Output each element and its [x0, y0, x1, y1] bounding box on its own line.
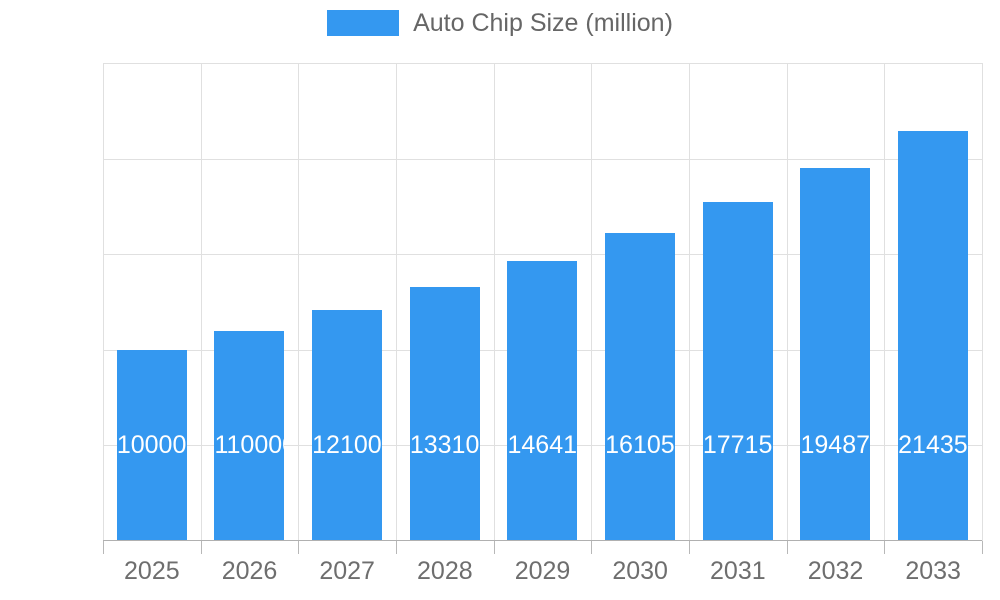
- x-axis-category-label: 2026: [221, 557, 278, 585]
- bar-slot: 214359: [884, 63, 982, 541]
- x-axis-tick-mark: [494, 541, 495, 554]
- gridline-vertical: [884, 63, 885, 541]
- x-axis-category-label: 2028: [417, 557, 473, 585]
- bar-slot: 133100: [396, 63, 494, 541]
- bar-value-label: 146410: [507, 431, 578, 459]
- x-axis-category-label: 2033: [905, 557, 961, 585]
- gridline-vertical: [591, 63, 592, 541]
- x-axis-tick-mark: [982, 541, 983, 554]
- bar[interactable]: 110000: [214, 330, 285, 541]
- legend-series-label: Auto Chip Size (million): [413, 9, 673, 37]
- bar-value-label: 100000: [116, 431, 187, 459]
- gridline-vertical: [201, 63, 202, 541]
- bar[interactable]: 146410: [507, 261, 578, 541]
- gridline-vertical: [298, 63, 299, 541]
- gridline-vertical: [103, 63, 104, 541]
- gridline-vertical: [689, 63, 690, 541]
- gridline-vertical: [494, 63, 495, 541]
- bar-slot: 146410: [494, 63, 592, 541]
- gridline-vertical: [982, 63, 983, 541]
- bar[interactable]: 177156: [702, 202, 773, 541]
- bar-value-label: 133100: [409, 431, 480, 459]
- bar-value-label: 214359: [898, 431, 968, 459]
- bar[interactable]: 100000: [116, 349, 187, 541]
- x-axis-tick-mark: [103, 541, 104, 554]
- bar[interactable]: 121000: [312, 309, 383, 541]
- x-axis-category-label: 2025: [124, 557, 180, 585]
- gridline-horizontal: [103, 254, 982, 256]
- x-axis-category-label: 2027: [319, 557, 375, 585]
- x-axis-tick-mark: [884, 541, 885, 554]
- x-axis-category-label: 2031: [710, 557, 766, 585]
- gridline-vertical: [787, 63, 788, 541]
- x-axis-tick-mark: [689, 541, 690, 554]
- x-axis-tick-mark: [396, 541, 397, 554]
- legend-color-swatch: [327, 10, 400, 36]
- x-axis-category-label: 2029: [514, 557, 571, 585]
- bar[interactable]: 133100: [409, 286, 480, 541]
- x-axis-category-label: 2032: [807, 557, 864, 585]
- bar-slot: 100000: [103, 63, 201, 541]
- gridline-vertical: [396, 63, 397, 541]
- bar-value-label: 177156: [702, 431, 773, 459]
- bar-slot: 177156: [689, 63, 787, 541]
- bar-slot: 110000: [201, 63, 299, 541]
- gridline-horizontal: [103, 158, 982, 160]
- x-axis-tick-mark: [787, 541, 788, 554]
- x-axis-ticks: 2025 2026 2027 2028 2029 2030 2031 2032 2033: [103, 541, 983, 600]
- bar[interactable]: 214359: [898, 131, 969, 541]
- x-axis-category-label: 2030: [612, 557, 668, 585]
- x-axis-line: [103, 540, 982, 541]
- bar-slot: 121000: [298, 63, 396, 541]
- bar-value-label: 110000: [214, 431, 284, 459]
- bar-value-label: 121000: [312, 431, 382, 459]
- x-axis-tick-mark: [201, 541, 202, 554]
- gridline-horizontal: [103, 63, 982, 64]
- x-axis-tick-mark: [298, 541, 299, 554]
- chart-legend: Auto Chip Size (million): [0, 10, 1000, 36]
- x-axis-tick-mark: [591, 541, 592, 554]
